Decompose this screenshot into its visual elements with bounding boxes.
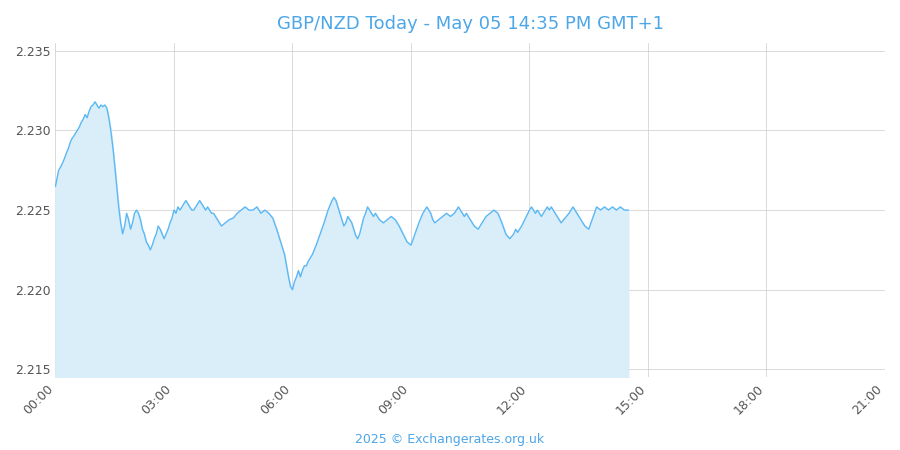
Title: GBP/NZD Today - May 05 14:35 PM GMT+1: GBP/NZD Today - May 05 14:35 PM GMT+1 bbox=[276, 15, 663, 33]
Text: 2025 © Exchangerates.org.uk: 2025 © Exchangerates.org.uk bbox=[356, 432, 544, 446]
